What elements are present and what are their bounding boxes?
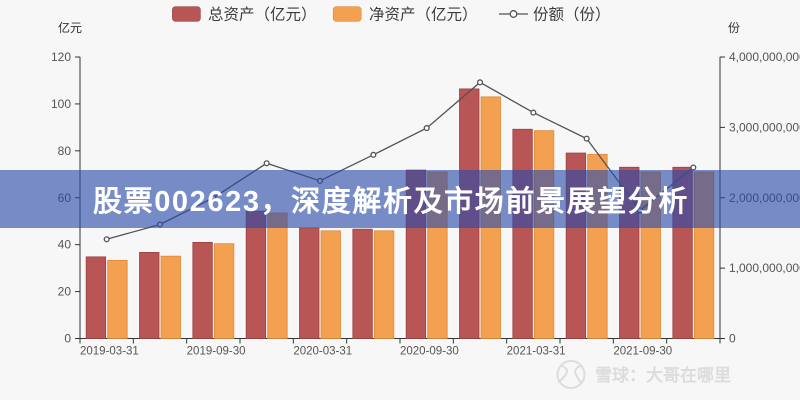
svg-text:40: 40 xyxy=(58,238,72,252)
svg-text:2020-03-31: 2020-03-31 xyxy=(293,346,352,358)
svg-text:0: 0 xyxy=(64,332,71,346)
svg-text:净资产（亿元）: 净资产（亿元） xyxy=(369,6,478,24)
svg-text:100: 100 xyxy=(51,97,71,111)
svg-text:4,000,000,000: 4,000,000,000 xyxy=(729,50,800,64)
svg-text:3,000,000,000: 3,000,000,000 xyxy=(729,120,800,134)
svg-text:120: 120 xyxy=(51,50,71,64)
svg-text:20: 20 xyxy=(58,285,72,299)
svg-text:份额（份）: 份额（份） xyxy=(533,6,611,24)
svg-text:2019-03-31: 2019-03-31 xyxy=(80,346,139,358)
svg-text:2019-09-30: 2019-09-30 xyxy=(187,346,246,358)
svg-text:2021-03-31: 2021-03-31 xyxy=(507,346,566,358)
svg-text:2021-09-30: 2021-09-30 xyxy=(613,346,672,358)
svg-text:亿元: 亿元 xyxy=(58,20,82,35)
svg-text:2020-09-30: 2020-09-30 xyxy=(400,346,459,358)
svg-text:总资产（亿元）: 总资产（亿元） xyxy=(208,6,317,24)
svg-text:0: 0 xyxy=(729,332,736,346)
svg-text:80: 80 xyxy=(58,144,72,158)
svg-text:份: 份 xyxy=(728,21,740,35)
svg-text:雪球：大哥在哪里: 雪球：大哥在哪里 xyxy=(595,365,731,385)
svg-text:1,000,000,000: 1,000,000,000 xyxy=(729,261,800,275)
